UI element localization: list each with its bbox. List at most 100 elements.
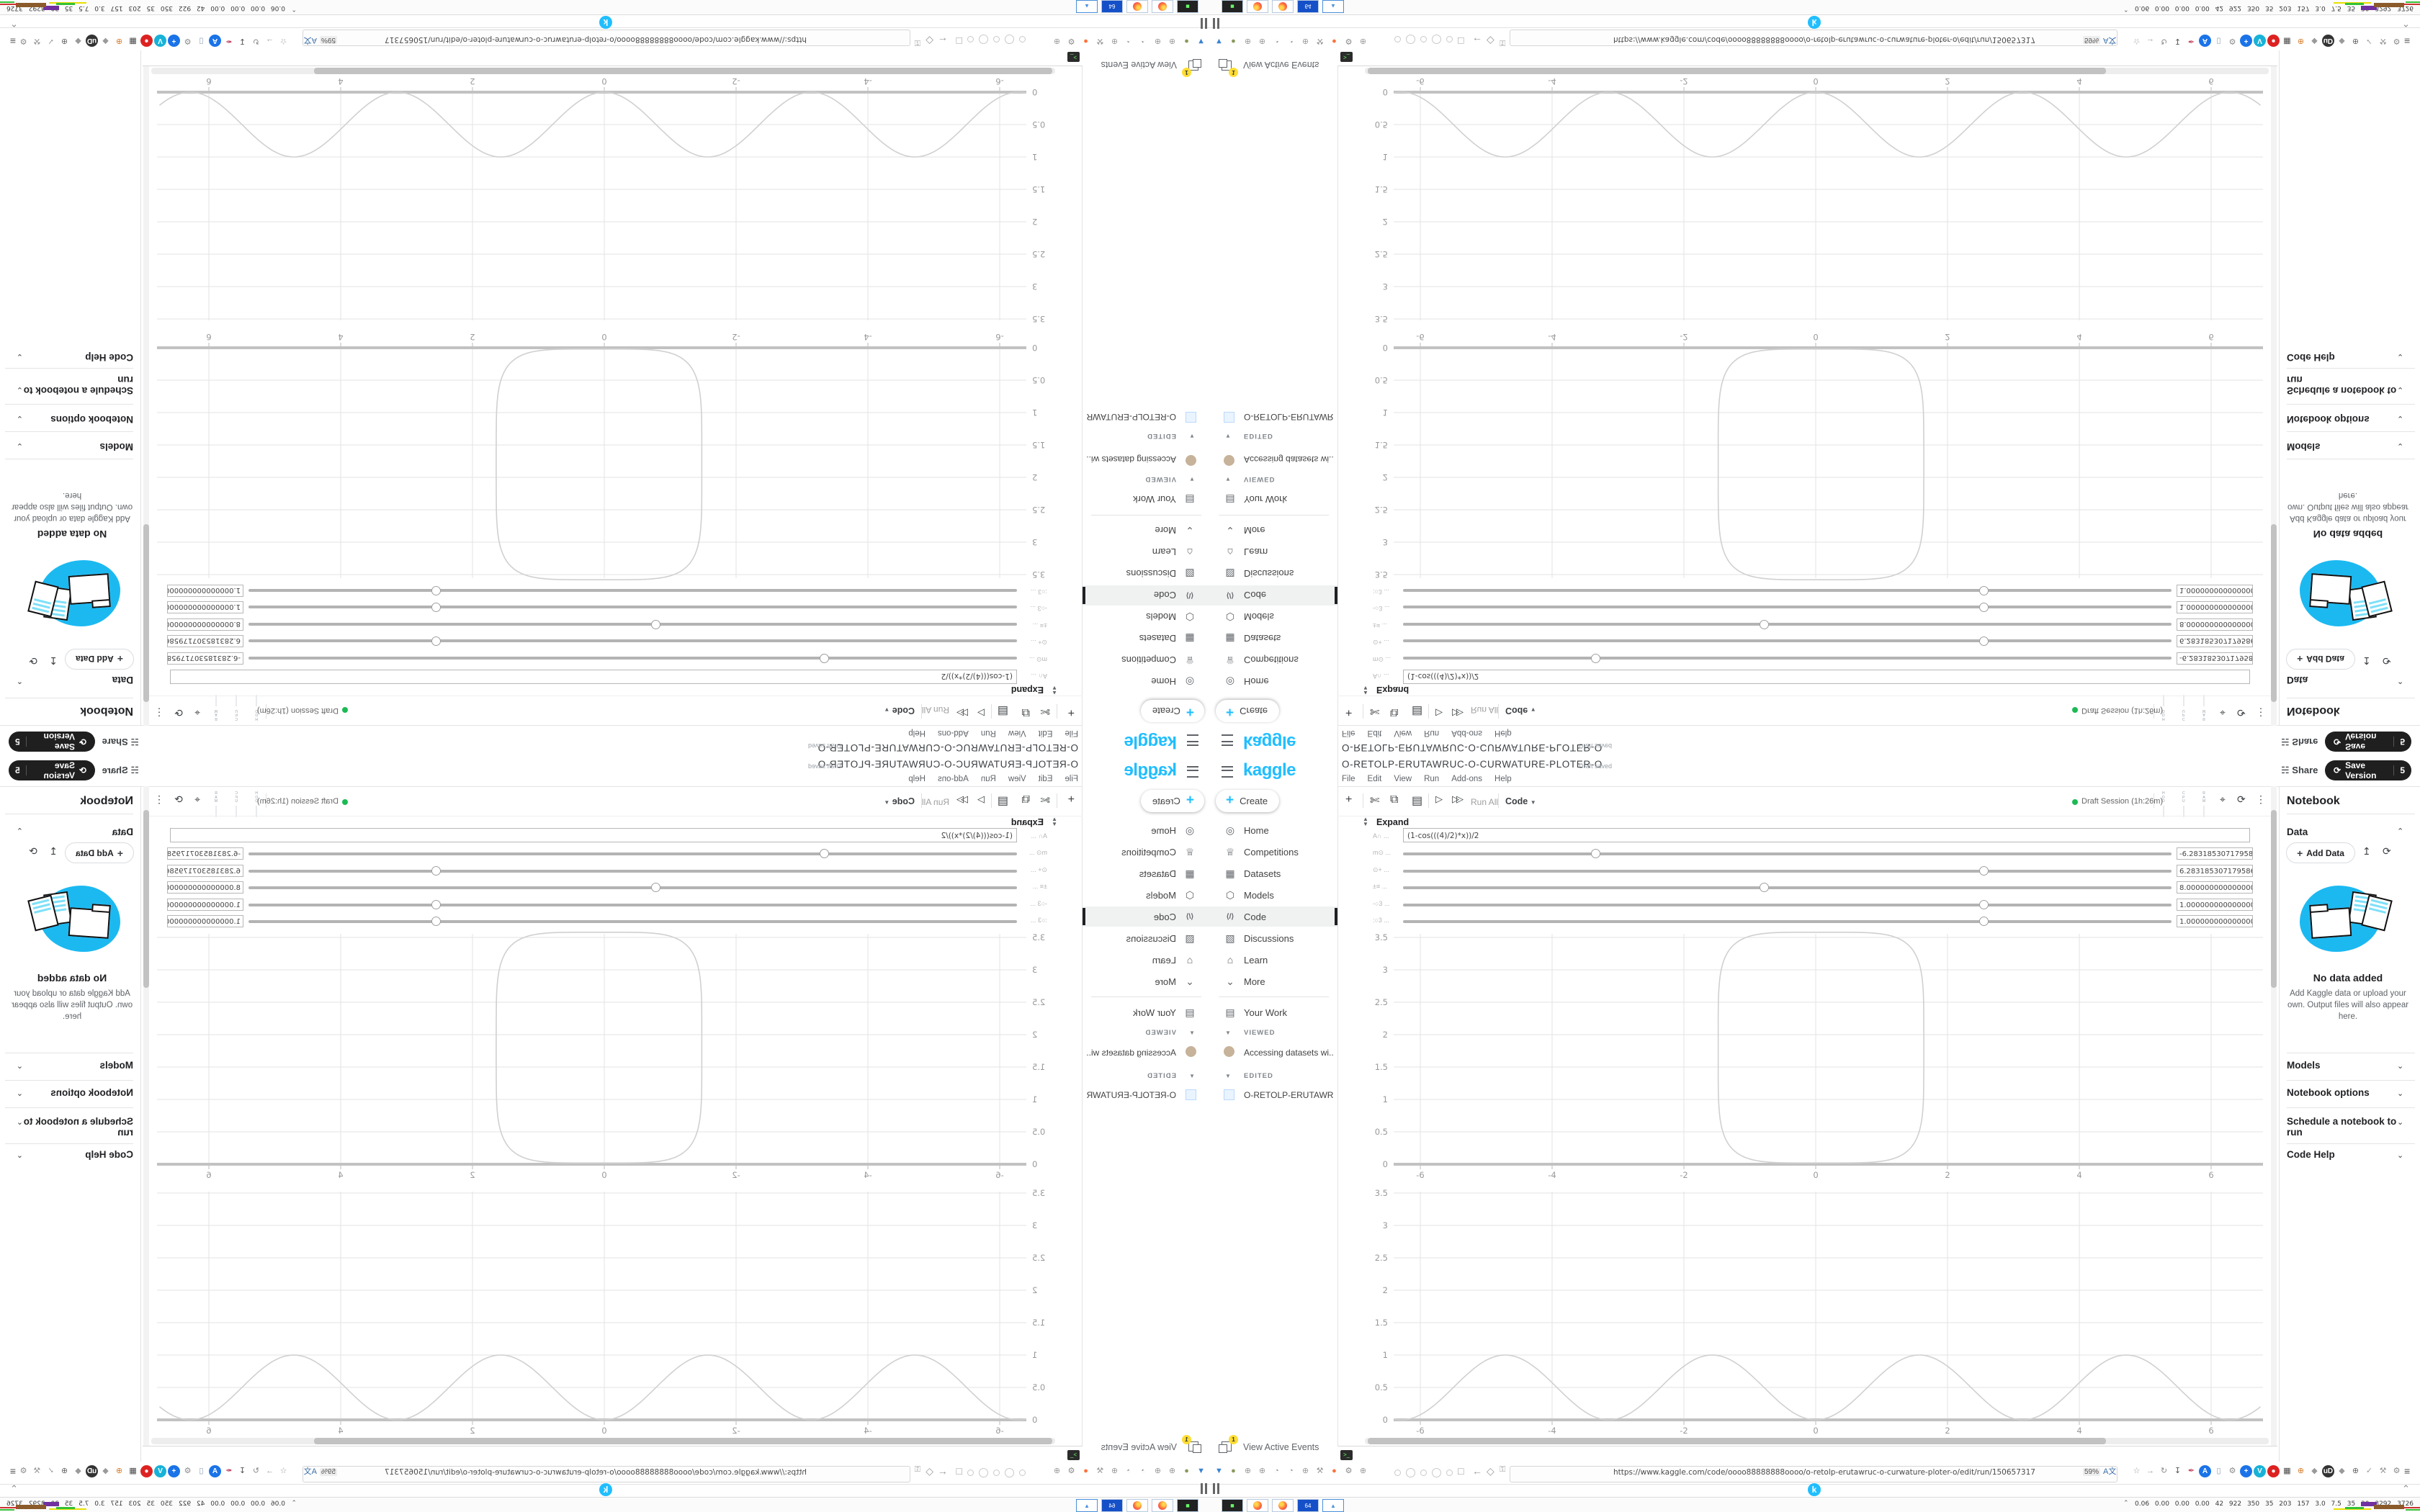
image-viewer-icon[interactable]: ▲ bbox=[1322, 0, 1344, 13]
zoom-level-badge[interactable]: 59% bbox=[2083, 1468, 2101, 1476]
brush-icon[interactable]: ✒ bbox=[2187, 1467, 2195, 1475]
upload-icon[interactable]: ↥ bbox=[2362, 655, 2371, 667]
run-cell-icon[interactable]: ▷ bbox=[1435, 793, 1443, 804]
panel-section-schedule-a-notebook-to-run[interactable]: Schedule a notebook to run bbox=[2287, 1116, 2397, 1138]
firefox-icon[interactable]: ● bbox=[1332, 1467, 1337, 1475]
menu-run[interactable]: Run bbox=[1424, 775, 1440, 783]
ud-icon[interactable]: uD bbox=[86, 1465, 98, 1477]
star-icon[interactable]: ☆ bbox=[279, 1467, 287, 1475]
slider-value-box[interactable]: 6.283185307179586232 bbox=[167, 864, 243, 877]
version-count-badge[interactable]: 5 bbox=[9, 737, 27, 747]
horizontal-scrollbar-thumb[interactable] bbox=[314, 68, 1052, 74]
gear-icon[interactable]: ⚙ bbox=[19, 1467, 27, 1475]
circle-icon[interactable]: ● bbox=[1184, 37, 1189, 45]
notebook-title[interactable]: O-RETOLP-ERUTAWRUC-O-CURWATURE-PLOTER-O bbox=[817, 759, 1078, 770]
slider-track[interactable] bbox=[248, 869, 1017, 873]
sidebar-item-models[interactable]: ⬡ Models bbox=[1083, 607, 1210, 627]
upload-icon[interactable]: ↥ bbox=[49, 655, 58, 667]
sidebar-item-competitions[interactable]: ♕ Competitions bbox=[1210, 650, 1337, 670]
shield-icon[interactable]: ◇ bbox=[1487, 1465, 1494, 1477]
chevron-down-icon[interactable]: ▼ bbox=[1225, 1030, 1231, 1036]
menu-add-ons[interactable]: Add-ons bbox=[1451, 775, 1483, 783]
brush-icon[interactable]: ✒ bbox=[225, 37, 233, 45]
menu-view[interactable]: View bbox=[1394, 775, 1412, 783]
globe-icon[interactable]: ⊕ bbox=[1258, 1467, 1266, 1475]
expand-collapse-icon[interactable]: ▲ ▼ bbox=[1363, 816, 1368, 827]
slider-value-box[interactable]: 6.283185307179586232 bbox=[167, 635, 243, 648]
restart-session-icon[interactable]: ⟳ bbox=[174, 707, 183, 719]
ice-icon[interactable]: ● bbox=[140, 1465, 153, 1477]
panel-section-models[interactable]: Models bbox=[2287, 1060, 2321, 1071]
reload-icon[interactable]: ↻ bbox=[2160, 37, 2168, 45]
globe-icon[interactable]: ⊕ bbox=[1168, 1467, 1176, 1475]
slider-track[interactable] bbox=[248, 886, 1017, 889]
kaggle-favicon[interactable]: k bbox=[1808, 1483, 1821, 1496]
reload-icon[interactable]: ↻ bbox=[2160, 1467, 2168, 1475]
formula-input[interactable]: (1-cos(((4)/2)*x))/2 bbox=[170, 828, 1017, 842]
image-viewer-icon[interactable]: ▲ bbox=[1322, 1499, 1344, 1512]
hamburger-menu-icon[interactable]: ≡ bbox=[2404, 35, 2411, 47]
kaggle-logo[interactable]: kaggle bbox=[1243, 732, 1296, 752]
copy-cell-icon[interactable]: ⧉ bbox=[1021, 793, 1030, 806]
gear-icon[interactable]: ⚙ bbox=[1067, 37, 1075, 45]
expand-button[interactable]: Expand bbox=[1376, 817, 1410, 827]
shield-v-icon[interactable]: V bbox=[2254, 1465, 2266, 1477]
slider-value-box[interactable]: -6.283185307179586232 bbox=[167, 847, 243, 860]
forward-icon[interactable]: → bbox=[266, 1467, 274, 1475]
globe-icon[interactable]: ⊕ bbox=[1111, 1467, 1119, 1475]
globe-icon[interactable]: ⊕ bbox=[1301, 37, 1309, 45]
view-active-events-button[interactable]: View Active Events bbox=[1101, 1442, 1177, 1452]
slider-track[interactable] bbox=[248, 606, 1017, 609]
globe-icon[interactable]: ⊕ bbox=[1154, 1467, 1162, 1475]
kebab-menu-icon[interactable]: ⋮ bbox=[154, 793, 164, 805]
chevron-down-icon[interactable]: ⌄ bbox=[2397, 1089, 2404, 1098]
slider-value-box[interactable]: 6.283185307179586232 bbox=[2177, 864, 2253, 877]
panel-section-models[interactable]: Models bbox=[99, 441, 133, 452]
gear-icon[interactable]: ⚙ bbox=[2393, 1467, 2401, 1475]
firefox-icon[interactable]: ● bbox=[1083, 37, 1088, 45]
slider-track[interactable] bbox=[248, 903, 1017, 906]
menu-edit[interactable]: Edit bbox=[1367, 729, 1382, 737]
menu-edit[interactable]: Edit bbox=[1367, 775, 1382, 783]
tab-indicator-icon[interactable] bbox=[967, 36, 974, 42]
cell-type-dropdown[interactable]: Code ▼ bbox=[1505, 706, 1536, 716]
chevron-down-icon[interactable]: ⌄ bbox=[16, 385, 23, 394]
menu-help[interactable]: Help bbox=[1494, 775, 1512, 783]
shield-icon[interactable]: ◆ bbox=[102, 37, 109, 45]
terminal-console-button[interactable]: >_ bbox=[1067, 52, 1080, 62]
menu-help[interactable]: Help bbox=[908, 729, 926, 737]
slider-track[interactable] bbox=[248, 852, 1017, 855]
back-arrow-icon[interactable]: ← bbox=[938, 1465, 948, 1477]
chevron-up-icon[interactable]: ⌃ bbox=[2402, 1483, 2410, 1494]
chevron-up-icon[interactable]: ⌃ bbox=[10, 1483, 18, 1494]
tab-indicator-icon[interactable] bbox=[1446, 36, 1453, 42]
create-button[interactable]: + Create bbox=[1216, 700, 1279, 722]
gear-icon[interactable]: ⚙ bbox=[2228, 1467, 2236, 1475]
recent-viewed-item[interactable]: Accessing datasets wi... bbox=[1244, 1048, 1334, 1058]
sidebar-item-home[interactable]: ◎ Home bbox=[1210, 672, 1337, 692]
zoom-level-badge[interactable]: 59% bbox=[319, 36, 337, 44]
panel-section-notebook-options[interactable]: Notebook options bbox=[50, 414, 133, 425]
panel-section-code-help[interactable]: Code Help bbox=[2287, 1149, 2335, 1160]
url-bar[interactable] bbox=[1510, 1466, 2118, 1482]
url-text[interactable]: https://www.kaggle.com/code/oooo88888888… bbox=[385, 35, 807, 44]
wrench-icon[interactable]: ⚒ bbox=[33, 37, 41, 45]
shield-icon[interactable]: ◇ bbox=[1487, 35, 1494, 47]
slider-handle[interactable] bbox=[431, 865, 442, 876]
run-all-label[interactable]: Run All bbox=[1471, 705, 1499, 715]
panel-section-models[interactable]: Models bbox=[2287, 441, 2321, 452]
tab-indicator-icon[interactable] bbox=[979, 35, 988, 44]
slider-value-box[interactable]: 8.000000000000000000 bbox=[2177, 881, 2253, 894]
chevron-down-icon[interactable]: ⌄ bbox=[16, 1062, 23, 1071]
sidebar-item-more[interactable]: ⌄ More bbox=[1210, 971, 1337, 991]
tab-indicator-icon[interactable] bbox=[1432, 1468, 1441, 1477]
firefox-icon[interactable]: ● bbox=[1332, 37, 1337, 45]
copy-cell-icon[interactable]: ⧉ bbox=[1390, 793, 1399, 806]
thumb-icon[interactable]: ✓ bbox=[47, 1467, 55, 1475]
add-cell-icon[interactable]: + bbox=[1067, 706, 1075, 719]
run-all-icon[interactable]: ▷▷ bbox=[1452, 708, 1461, 719]
chevron-down-icon[interactable]: ⌄ bbox=[16, 1151, 23, 1160]
translate-icon[interactable]: A bbox=[209, 35, 221, 47]
globe-icon[interactable]: ⊕ bbox=[1359, 37, 1367, 45]
forward-icon[interactable]: → bbox=[266, 37, 274, 45]
